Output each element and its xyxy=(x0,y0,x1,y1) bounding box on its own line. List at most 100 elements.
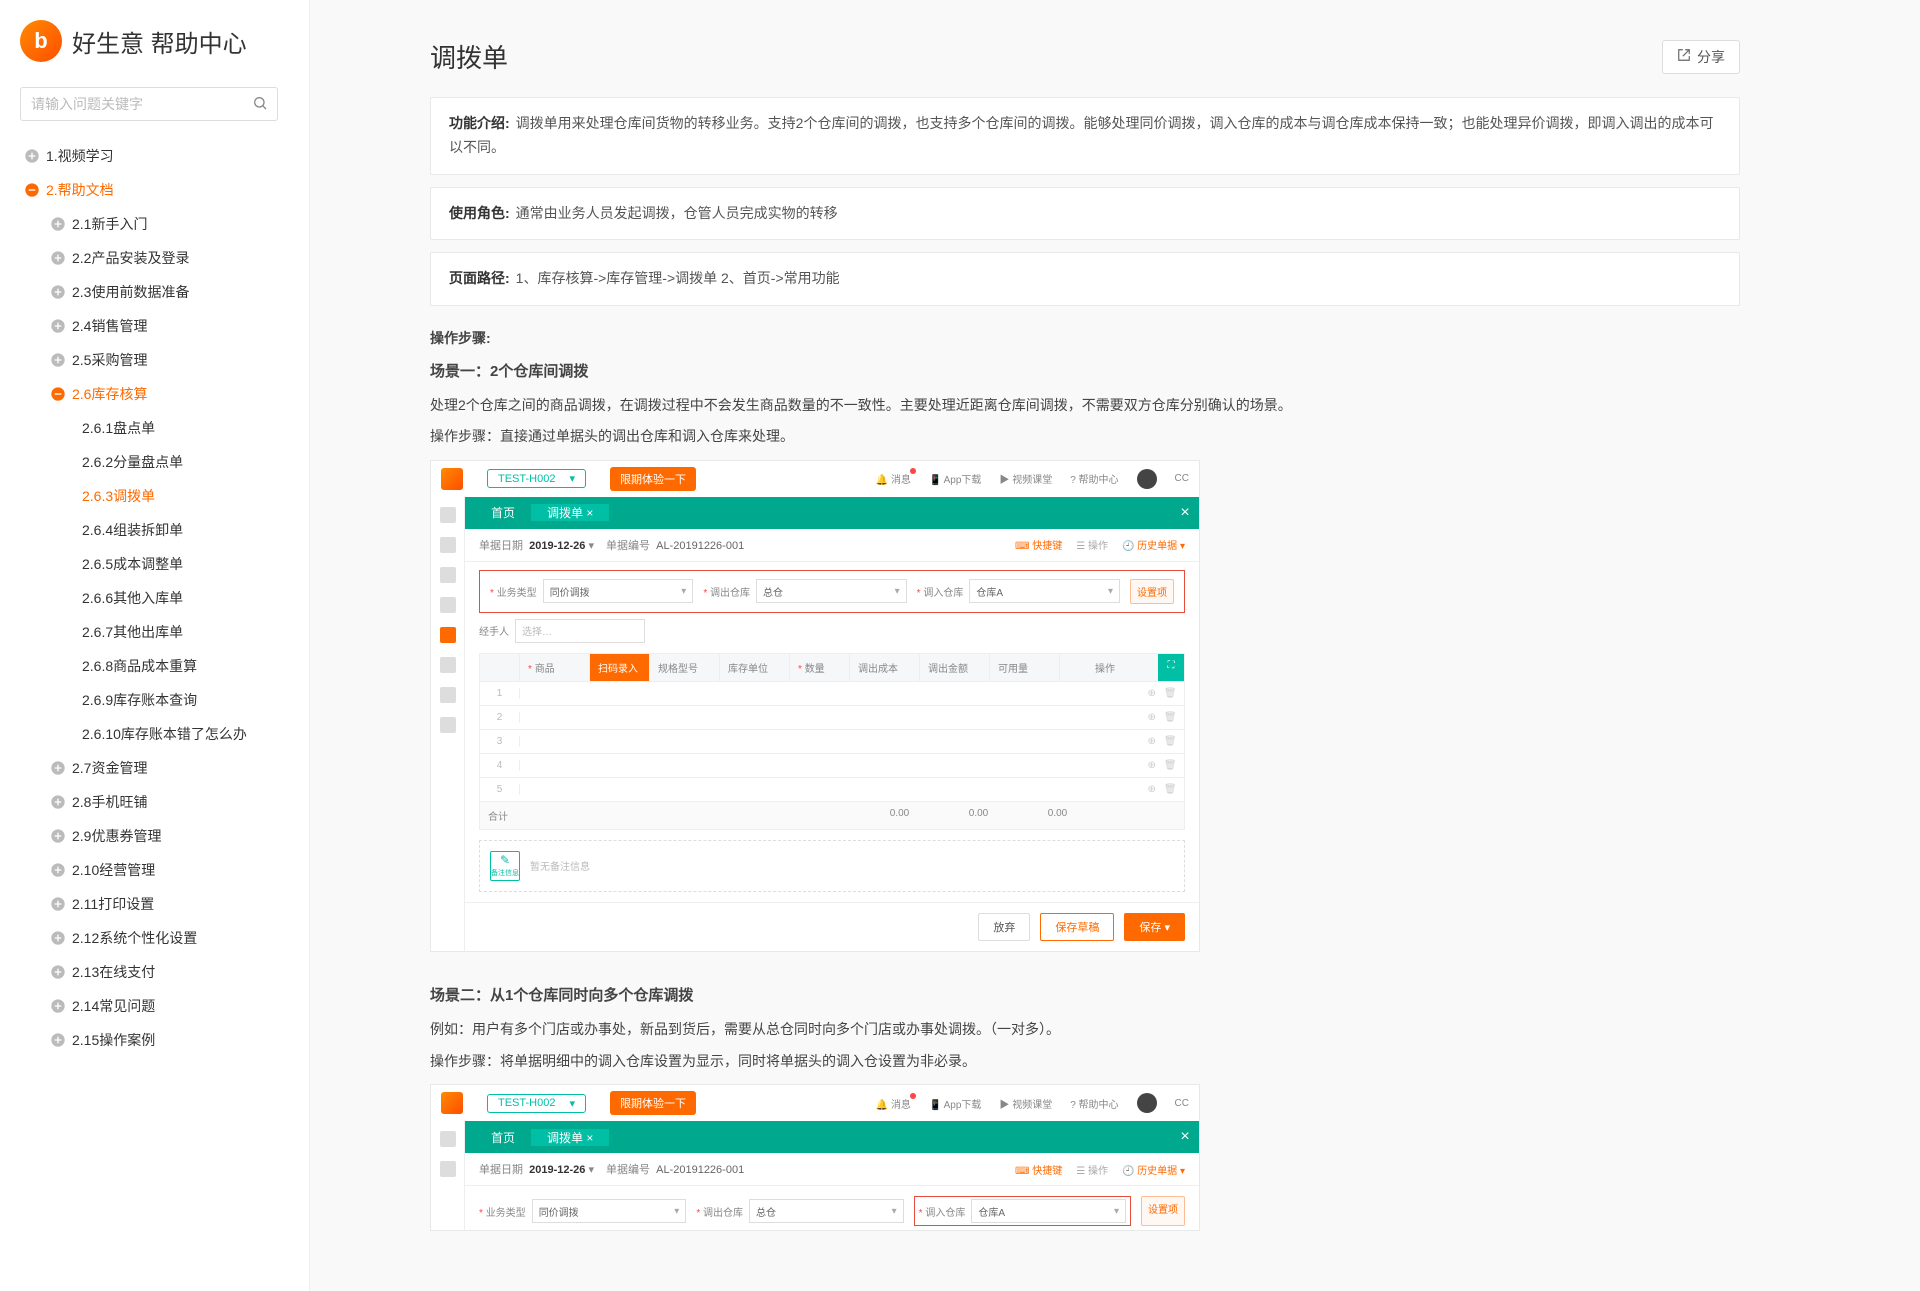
plus-icon xyxy=(50,788,66,804)
plus-icon: ⊕ xyxy=(1147,688,1155,699)
nav-personal[interactable]: 2.12系统个性化设置 xyxy=(0,921,309,955)
nav-stock-2[interactable]: 2.6.2分量盘点单 xyxy=(0,445,309,479)
plus-icon xyxy=(24,142,40,158)
ss-help: ? 帮助中心 xyxy=(1070,471,1118,486)
search-box xyxy=(20,87,278,121)
ss-draft-button: 保存草稿 xyxy=(1040,913,1114,941)
ss-user: CC xyxy=(1175,473,1189,484)
intro-card: 功能介绍:调拨单用来处理仓库间货物的转移业务。支持2个仓库间的调拨，也支持多个仓… xyxy=(430,97,1740,175)
chevron-down-icon: ▾ xyxy=(569,472,575,485)
plus-icon xyxy=(50,856,66,872)
ss-side-icon xyxy=(440,717,456,733)
minus-icon xyxy=(50,380,66,396)
ss-side-icon xyxy=(440,567,456,583)
ss-shortcut: ⌨ 快捷键 xyxy=(1015,537,1062,552)
plus-icon xyxy=(50,346,66,362)
plus-icon xyxy=(50,210,66,226)
nav-video[interactable]: 1.视频学习 xyxy=(0,139,309,173)
role-text: 通常由业务人员发起调拨，仓管人员完成实物的转移 xyxy=(516,205,838,221)
ss-avatar xyxy=(1137,469,1157,489)
nav-stock-5[interactable]: 2.6.5成本调整单 xyxy=(0,547,309,581)
scene2-title: 场景二：从1个仓库同时向多个仓库调拨 xyxy=(430,980,1740,1012)
nav-purchase[interactable]: 2.5采购管理 xyxy=(0,343,309,377)
nav-install[interactable]: 2.2产品安装及登录 xyxy=(0,241,309,275)
trash-icon: 🗑 xyxy=(1164,688,1177,699)
brand-name: 好生意 帮助中心 xyxy=(72,24,247,59)
minus-icon xyxy=(24,176,40,192)
nav-coupon[interactable]: 2.9优惠券管理 xyxy=(0,819,309,853)
path-card: 页面路径: 1、库存核算->库存管理->调拨单 2、首页->常用功能 xyxy=(430,252,1740,306)
ss-side-icon xyxy=(440,537,456,553)
nav-print[interactable]: 2.11打印设置 xyxy=(0,887,309,921)
nav-pay[interactable]: 2.13在线支付 xyxy=(0,955,309,989)
ss-logo xyxy=(441,468,463,490)
plus-icon xyxy=(50,992,66,1008)
ss-toolbar: 单据日期 2019-12-26 ▾ 单据编号 AL-20191226-001 ⌨… xyxy=(465,529,1199,562)
search-input[interactable] xyxy=(20,87,278,121)
nav-stock-7[interactable]: 2.6.7其他出库单 xyxy=(0,615,309,649)
search-icon[interactable] xyxy=(252,95,268,114)
nav-stock-4[interactable]: 2.6.4组装拆卸单 xyxy=(0,513,309,547)
nav-stock-3[interactable]: 2.6.3调拨单 xyxy=(0,479,309,513)
main: 调拨单 分享 功能介绍:调拨单用来处理仓库间货物的转移业务。支持2个仓库间的调拨… xyxy=(310,0,1920,1291)
ss-tab-home: 首页 xyxy=(475,504,531,521)
ss-side-icon xyxy=(440,687,456,703)
path-text: 1、库存核算->库存管理->调拨单 2、首页->常用功能 xyxy=(516,270,840,286)
nav-sales[interactable]: 2.4销售管理 xyxy=(0,309,309,343)
steps-label: 操作步骤: xyxy=(430,330,491,346)
nav-stock-8[interactable]: 2.6.8商品成本重算 xyxy=(0,649,309,683)
ss-setopt: 设置项 xyxy=(1130,579,1174,604)
ss-side-icon xyxy=(440,507,456,523)
nav-docs[interactable]: 2.帮助文档 xyxy=(0,173,309,207)
screenshot-1: TEST-H002▾ 限期体验一下 🔔 消息 📱 App下载 ▶ 视频课堂 ? … xyxy=(430,460,1200,952)
ss-try-button: 限期体验一下 xyxy=(610,467,696,491)
nav-cases[interactable]: 2.15操作案例 xyxy=(0,1023,309,1057)
plus-icon xyxy=(50,890,66,906)
section-1: 操作步骤: 场景一：2个仓库间调拨 处理2个仓库之间的商品调拨，在调拨过程中不会… xyxy=(430,324,1740,452)
ss-sidebar xyxy=(431,497,465,951)
share-button[interactable]: 分享 xyxy=(1662,40,1740,74)
plus-icon xyxy=(50,958,66,974)
ss-msg: 🔔 消息 xyxy=(876,471,911,486)
plus-icon xyxy=(50,822,66,838)
note-icon: ✎备注信息 xyxy=(490,851,520,881)
sidebar: b 好生意 帮助中心 1.视频学习 2.帮助文档 2.1新手入门 2.2产品安装… xyxy=(0,0,310,1291)
nav-funds[interactable]: 2.7资金管理 xyxy=(0,751,309,785)
nav-operate[interactable]: 2.10经营管理 xyxy=(0,853,309,887)
ss-app: 📱 App下载 xyxy=(929,471,981,486)
nav-tree: 1.视频学习 2.帮助文档 2.1新手入门 2.2产品安装及登录 2.3使用前数… xyxy=(0,139,309,1057)
ss-tabs: 首页 调拨单 × xyxy=(465,497,1199,529)
ss-side-icon xyxy=(440,597,456,613)
nav-newbie[interactable]: 2.1新手入门 xyxy=(0,207,309,241)
screenshot-2: TEST-H002▾ 限期体验一下 🔔 消息 📱 App下载 ▶ 视频课堂 ? … xyxy=(430,1084,1200,1231)
ss-hist: 🕘 历史单据 ▾ xyxy=(1122,537,1185,552)
nav-stock-9[interactable]: 2.6.9库存账本查询 xyxy=(0,683,309,717)
scene1-line1: 处理2个仓库之间的商品调拨，在调拨过程中不会发生商品数量的不一致性。主要处理近距… xyxy=(430,391,1740,420)
page-title: 调拨单 xyxy=(430,38,508,75)
ss-logo xyxy=(441,1092,463,1114)
nav-stock[interactable]: 2.6库存核算 xyxy=(0,377,309,411)
scene2-line2: 操作步骤：将单据明细中的调入仓库设置为显示，同时将单据头的调入仓设置为非必录。 xyxy=(430,1047,1740,1076)
role-card: 使用角色:通常由业务人员发起调拨，仓管人员完成实物的转移 xyxy=(430,187,1740,241)
ss-op: ☰ 操作 xyxy=(1076,537,1108,552)
ss-host-dropdown: TEST-H002▾ xyxy=(487,1094,586,1113)
ss-try-button: 限期体验一下 xyxy=(610,1091,696,1115)
nav-stock-6[interactable]: 2.6.6其他入库单 xyxy=(0,581,309,615)
ss-form-highlight: * 业务类型同价调拨▾ * 调出仓库总仓▾ * 调入仓库仓库A▾ 设置项 xyxy=(479,570,1185,613)
plus-icon xyxy=(50,244,66,260)
nav-stock-1[interactable]: 2.6.1盘点单 xyxy=(0,411,309,445)
nav-mobile[interactable]: 2.8手机旺铺 xyxy=(0,785,309,819)
path-label: 页面路径: xyxy=(449,270,510,286)
nav-prep[interactable]: 2.3使用前数据准备 xyxy=(0,275,309,309)
nav-faq[interactable]: 2.14常见问题 xyxy=(0,989,309,1023)
section-2: 场景二：从1个仓库同时向多个仓库调拨 例如：用户有多个门店或办事处，新品到货后，… xyxy=(430,980,1740,1076)
plus-icon xyxy=(50,1026,66,1042)
nav-stock-10[interactable]: 2.6.10库存账本错了怎么办 xyxy=(0,717,309,751)
ss-host-dropdown: TEST-H002▾ xyxy=(487,469,586,488)
ss-tab-doc: 调拨单 × xyxy=(531,504,609,521)
brand-logo: b xyxy=(20,20,62,62)
ss-footer: 放弃 保存草稿 保存 ▾ xyxy=(465,902,1199,951)
ss-note: ✎备注信息 暂无备注信息 xyxy=(479,840,1185,892)
intro-text: 调拨单用来处理仓库间货物的转移业务。支持2个仓库间的调拨，也支持多个仓库间的调拨… xyxy=(449,115,1713,155)
scene1-line2: 操作步骤：直接通过单据头的调出仓库和调入仓库来处理。 xyxy=(430,422,1740,451)
